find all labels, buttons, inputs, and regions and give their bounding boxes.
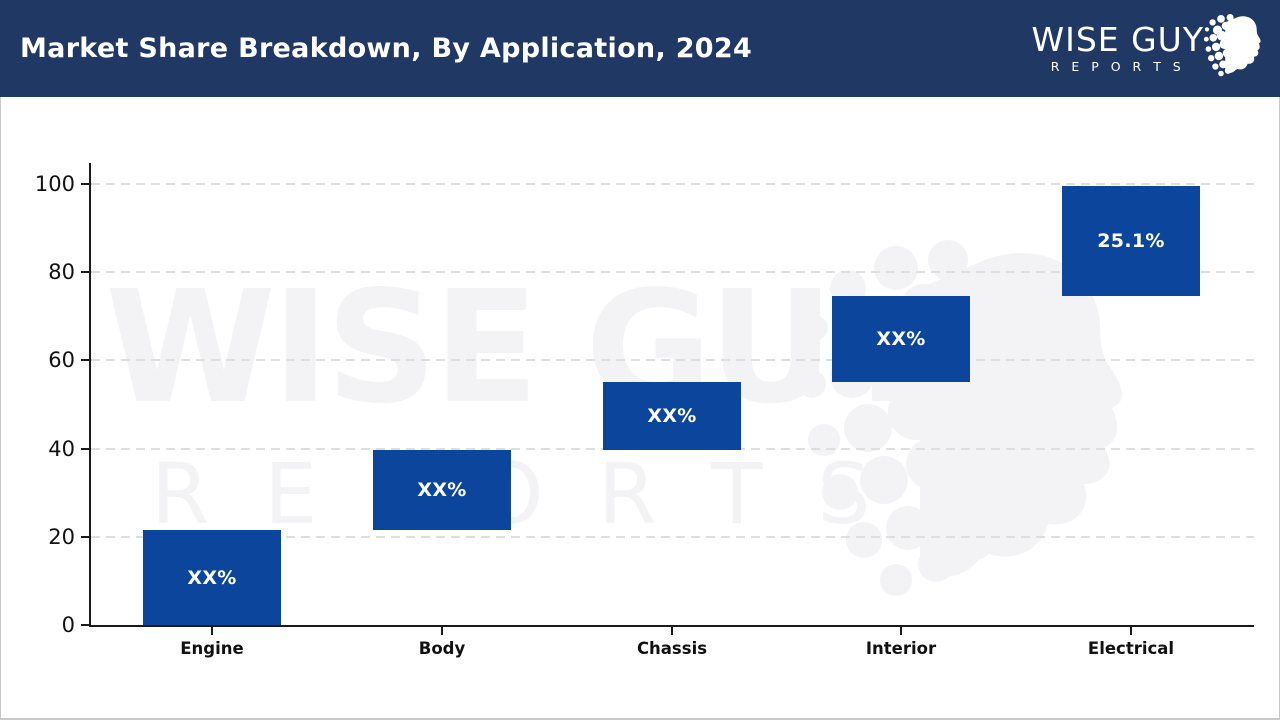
x-axis-line	[89, 625, 1254, 627]
bar-engine: XX%	[143, 530, 281, 625]
brand-logo: WISE GUY R E P O R T S	[1031, 0, 1270, 97]
y-tick-0	[81, 624, 89, 626]
gridline-20	[91, 535, 1254, 538]
y-tick-60	[81, 359, 89, 362]
logo-subtext: R E P O R T S	[1050, 59, 1185, 75]
category-label-engine: Engine	[180, 639, 244, 658]
bar-value-label-interior: XX%	[876, 328, 926, 350]
y-tick-label-100: 100	[34, 172, 75, 196]
head-profile-dots-icon	[1203, 13, 1261, 76]
gridline-100	[91, 183, 1254, 185]
bar-value-label-engine: XX%	[187, 566, 237, 589]
chart-title: Market Share Breakdown, By Application, …	[20, 33, 753, 64]
brand-logo-text: WISE GUY R E P O R T S	[1031, 19, 1204, 75]
bar-body: XX%	[373, 449, 511, 531]
bar-interior: XX%	[832, 296, 970, 382]
y-tick-label-40: 40	[48, 436, 75, 461]
x-tick-electrical	[1130, 627, 1132, 635]
y-tick-label-0: 0	[61, 613, 75, 637]
y-tick-20	[81, 535, 89, 538]
gridline-60	[91, 359, 1254, 362]
y-tick-label-20: 20	[48, 524, 75, 549]
bar-chassis: XX%	[603, 381, 741, 450]
header: Market Share Breakdown, By Application, …	[0, 0, 1280, 97]
bar-value-label-chassis: XX%	[647, 404, 697, 427]
x-tick-interior	[900, 627, 902, 635]
bar-electrical: 25.1%	[1062, 185, 1200, 297]
x-tick-chassis	[671, 627, 673, 635]
y-tick-label-80: 80	[48, 260, 75, 285]
y-tick-100	[81, 183, 89, 185]
category-label-electrical: Electrical	[1087, 639, 1175, 658]
logo-wordmark: WISE GUY	[1031, 19, 1204, 59]
plot-area: WISE GUY R E P O R T S 0 20 40 60 80 100 XX% En…	[0, 97, 1280, 720]
plot-canvas: 0 20 40 60 80 100 XX% Engine XX% Body XX% Chassis XX…	[1, 97, 1279, 718]
bar-value-label-body: XX%	[417, 479, 467, 502]
gridline-80	[91, 271, 1254, 274]
category-label-interior: Interior	[865, 639, 937, 658]
category-label-chassis: Chassis	[636, 639, 708, 658]
y-tick-label-60: 60	[48, 348, 75, 373]
y-axis-line	[89, 163, 91, 627]
x-tick-body	[441, 627, 443, 635]
x-tick-engine	[211, 627, 213, 635]
y-tick-40	[81, 447, 89, 450]
category-label-body: Body	[418, 639, 466, 658]
y-tick-80	[81, 271, 89, 274]
watermark-wordmark: WISE GUY	[105, 257, 942, 438]
bar-value-label-electrical: 25.1%	[1097, 230, 1165, 253]
